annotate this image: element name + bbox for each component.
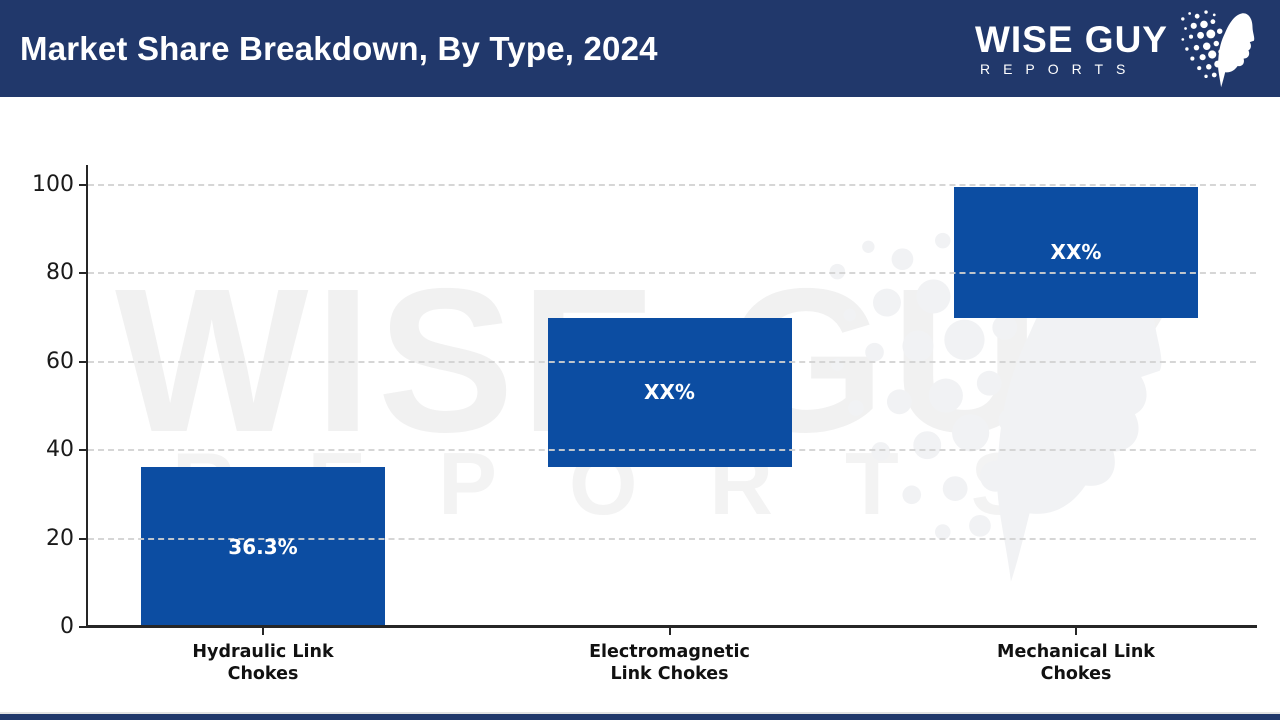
brand-name: WISE GUY: [974, 19, 1168, 60]
footer-bar: [0, 714, 1280, 720]
y-gridline: [88, 272, 1256, 275]
y-tick-mark: [79, 626, 88, 628]
x-tick-mark: [1075, 627, 1077, 635]
y-tick-label: 80: [46, 260, 74, 286]
y-tick-mark: [79, 184, 88, 186]
y-tick-label: 60: [46, 348, 74, 374]
y-tick-label: 100: [32, 172, 74, 197]
y-gridline: [88, 537, 1256, 540]
y-gridline: [88, 449, 1256, 452]
y-tick-label: 0: [60, 614, 74, 639]
bar-value-label: XX%: [644, 380, 695, 405]
y-tick-label: 20: [46, 525, 74, 551]
x-category-label: Mechanical Link Chokes: [997, 642, 1155, 684]
x-tick-mark: [668, 627, 671, 635]
y-tick-mark: [79, 272, 88, 275]
y-axis-line: [86, 165, 88, 627]
footer-hairline: [0, 712, 1280, 714]
y-gridline: [88, 360, 1256, 363]
header: Market Share Breakdown, By Type, 2024 WI…: [0, 0, 1280, 97]
bar: [547, 317, 792, 467]
y-tick-label: 40: [46, 437, 74, 463]
y-tick-mark: [79, 449, 88, 452]
brand-logo: WISE GUY REPORTS: [975, 8, 1266, 90]
x-category-label: Hydraulic Link Chokes: [192, 642, 334, 684]
bar-value-label: XX%: [1050, 240, 1102, 265]
brand-tagline: REPORTS: [979, 61, 1139, 77]
x-category-label: Electromagnetic Link Chokes: [589, 642, 750, 684]
y-gridline: [88, 184, 1256, 186]
brand-logo-text: WISE GUY REPORTS: [975, 21, 1168, 76]
bar-value-label: 36.3%: [228, 534, 298, 559]
y-tick-mark: [79, 537, 88, 540]
brand-face-icon: [1181, 9, 1255, 87]
bar: [141, 466, 385, 627]
page-title: Market Share Breakdown, By Type, 2024: [20, 29, 658, 67]
x-axis-line: [86, 625, 1257, 628]
y-tick-mark: [79, 360, 88, 363]
x-tick-mark: [262, 627, 264, 635]
